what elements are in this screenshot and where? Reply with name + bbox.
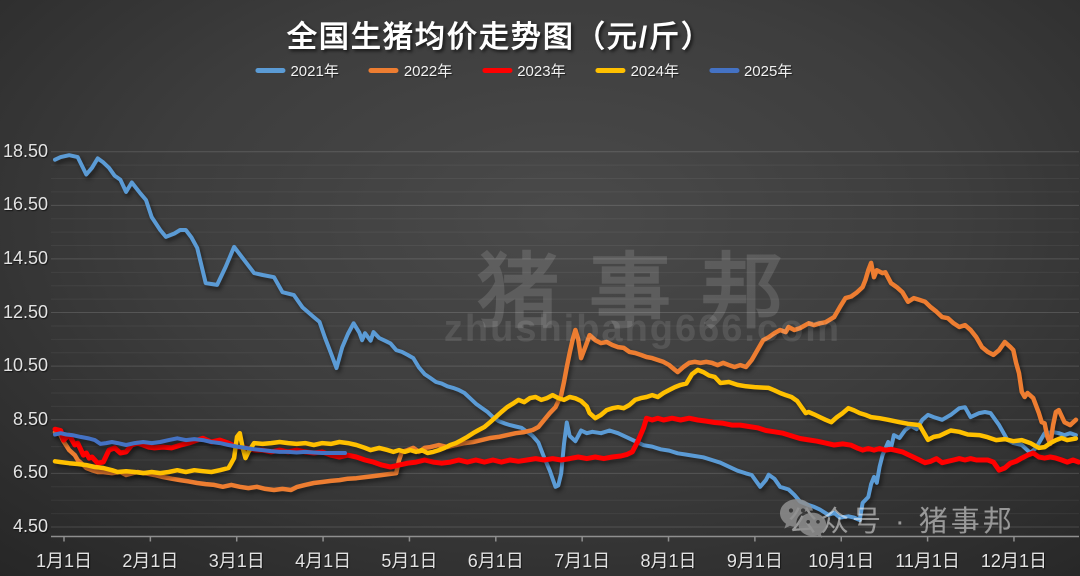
y-axis-label: 12.50 <box>2 301 48 322</box>
legend-swatch-2025年 <box>708 68 739 73</box>
legend-swatch-2024年 <box>595 68 626 73</box>
x-axis-label: 9月1日 <box>726 551 783 571</box>
y-axis-label: 14.50 <box>2 247 48 268</box>
legend-item-2023年: 2023年 <box>482 60 566 81</box>
legend-label: 2025年 <box>743 63 793 80</box>
legend-swatch-2023年 <box>482 68 513 73</box>
watermark-url: zhushibang666.com <box>443 308 842 350</box>
legend-item-2022年: 2022年 <box>368 60 453 81</box>
y-axis-label: 4.50 <box>12 516 48 536</box>
x-axis-label: 2月1日 <box>122 551 179 571</box>
x-axis-label: 12月1日 <box>980 551 1047 571</box>
y-axis-label: 10.50 <box>2 355 48 376</box>
legend-swatch-2021年 <box>255 68 286 73</box>
legend: 2021年 2022年 2023年 2024年 2025年 <box>255 60 792 81</box>
y-axis-label: 16.50 <box>2 194 48 215</box>
y-axis-label: 8.50 <box>12 408 48 429</box>
y-axis-label: 6.50 <box>12 462 48 483</box>
legend-label: 2023年 <box>517 63 566 80</box>
series-line-2023年 <box>52 415 1080 473</box>
x-axis-label: 11月1日 <box>895 551 960 571</box>
wechat-footer: 公众号 · 猪事邦 <box>778 498 1015 540</box>
x-axis-label: 4月1日 <box>295 551 352 571</box>
x-axis-label: 7月1日 <box>554 551 611 571</box>
chart-title: 全国生猪均价走势图（元/斤） <box>286 21 714 54</box>
legend-item-2021年: 2021年 <box>255 60 339 81</box>
legend-item-2024年: 2024年 <box>595 60 679 81</box>
x-axis-label: 10月1日 <box>808 551 875 571</box>
x-axis-line <box>51 535 1079 542</box>
series-line-2025年 <box>53 431 347 455</box>
legend-swatch-2022年 <box>368 68 399 73</box>
series-line-2021年 <box>53 153 1078 522</box>
legend-label: 2024年 <box>630 63 679 80</box>
x-axis-label: 1月1日 <box>35 551 93 571</box>
x-axis-label: 3月1日 <box>208 551 265 571</box>
x-axis-label: 5月1日 <box>381 551 438 571</box>
legend-item-2025年: 2025年 <box>708 60 793 81</box>
x-axis-label: 8月1日 <box>640 551 697 571</box>
legend-label: 2021年 <box>290 63 339 80</box>
legend-label: 2022年 <box>403 63 453 80</box>
series-lines <box>52 153 1080 522</box>
series-line-2022年 <box>52 260 1079 493</box>
x-axis-label: 6月1日 <box>467 551 524 571</box>
watermark-text: 猪事邦 <box>476 247 813 338</box>
y-axis-label: 18.50 <box>2 140 48 161</box>
